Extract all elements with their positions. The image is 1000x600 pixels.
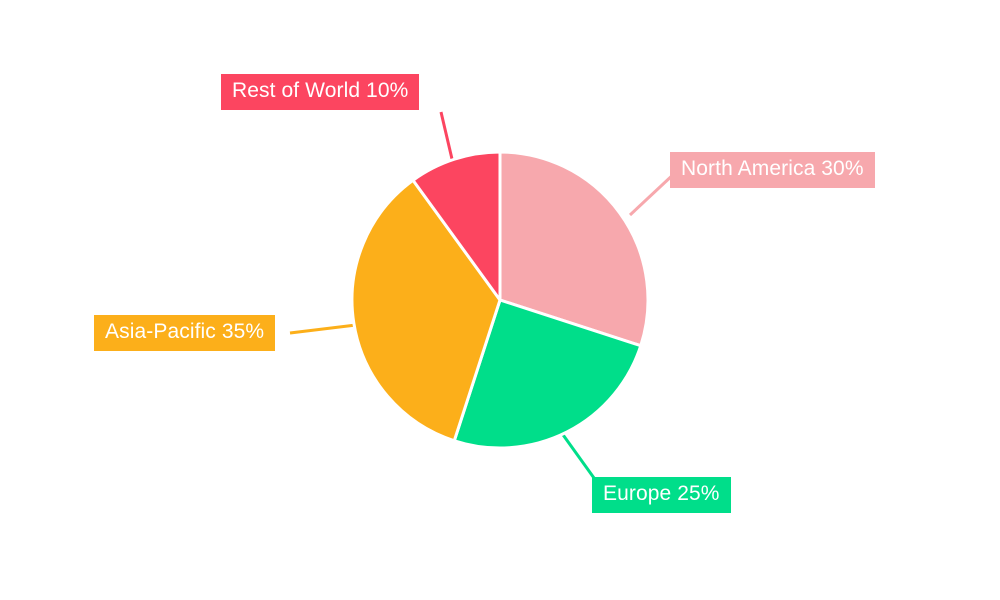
pie-slice-asia-pacific[interactable] [350,178,502,443]
slice-label-north-america: North America 30% [670,152,875,188]
leader-line-europe [559,431,596,479]
pie-slice-rest-of-world[interactable] [411,150,502,302]
slice-label-rest-of-world-text: Rest of World 10% [232,79,409,102]
slice-label-north-america-text: North America 30% [681,157,864,180]
leader-line-north-america [628,170,678,217]
leader-lines [289,111,678,479]
slice-label-europe: Europe 25% [592,477,731,513]
leader-line-rest-of-world [439,111,454,160]
slice-label-asia-pacific-text: Asia-Pacific 35% [105,320,265,343]
slice-label-europe-text: Europe 25% [603,482,720,505]
pie-slices [350,150,650,450]
pie-slice-europe[interactable] [452,298,643,450]
slice-label-rest-of-world: Rest of World 10% [221,74,420,110]
pie-slice-north-america[interactable] [498,150,650,348]
slice-label-asia-pacific: Asia-Pacific 35% [94,315,276,351]
leader-line-asia-pacific [289,323,357,335]
